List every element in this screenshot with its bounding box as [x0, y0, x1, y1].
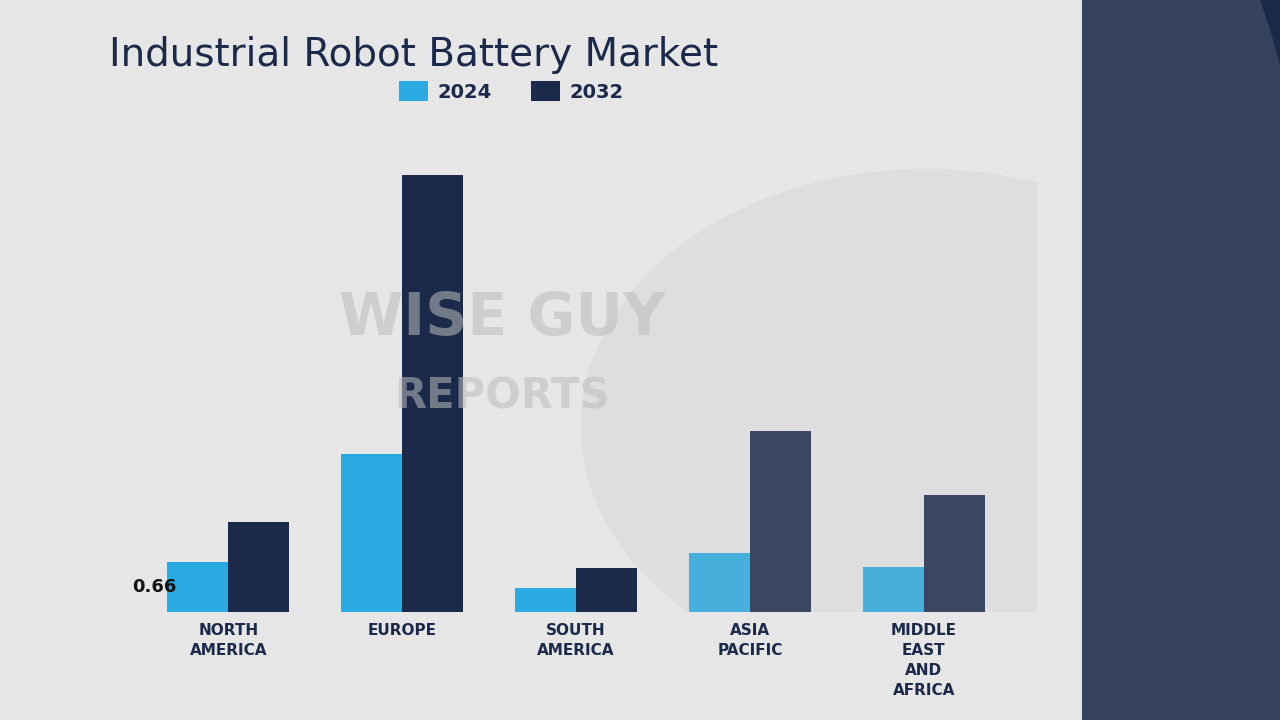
Bar — [402, 175, 463, 612]
Bar — [515, 588, 576, 612]
Text: 0.66: 0.66 — [132, 578, 177, 596]
Text: WISE GUY: WISE GUY — [339, 289, 666, 347]
Bar — [168, 562, 228, 612]
Bar — [863, 567, 924, 612]
Ellipse shape — [883, 0, 1280, 720]
Bar — [924, 495, 984, 612]
Bar — [750, 431, 810, 612]
Bar — [228, 521, 289, 612]
Ellipse shape — [581, 169, 1272, 683]
Text: REPORTS: REPORTS — [394, 376, 611, 418]
Text: Industrial Robot Battery Market: Industrial Robot Battery Market — [109, 36, 718, 74]
Bar — [342, 454, 402, 612]
Legend: 2024, 2032: 2024, 2032 — [392, 73, 632, 109]
Bar — [689, 553, 750, 612]
Bar — [576, 568, 637, 612]
